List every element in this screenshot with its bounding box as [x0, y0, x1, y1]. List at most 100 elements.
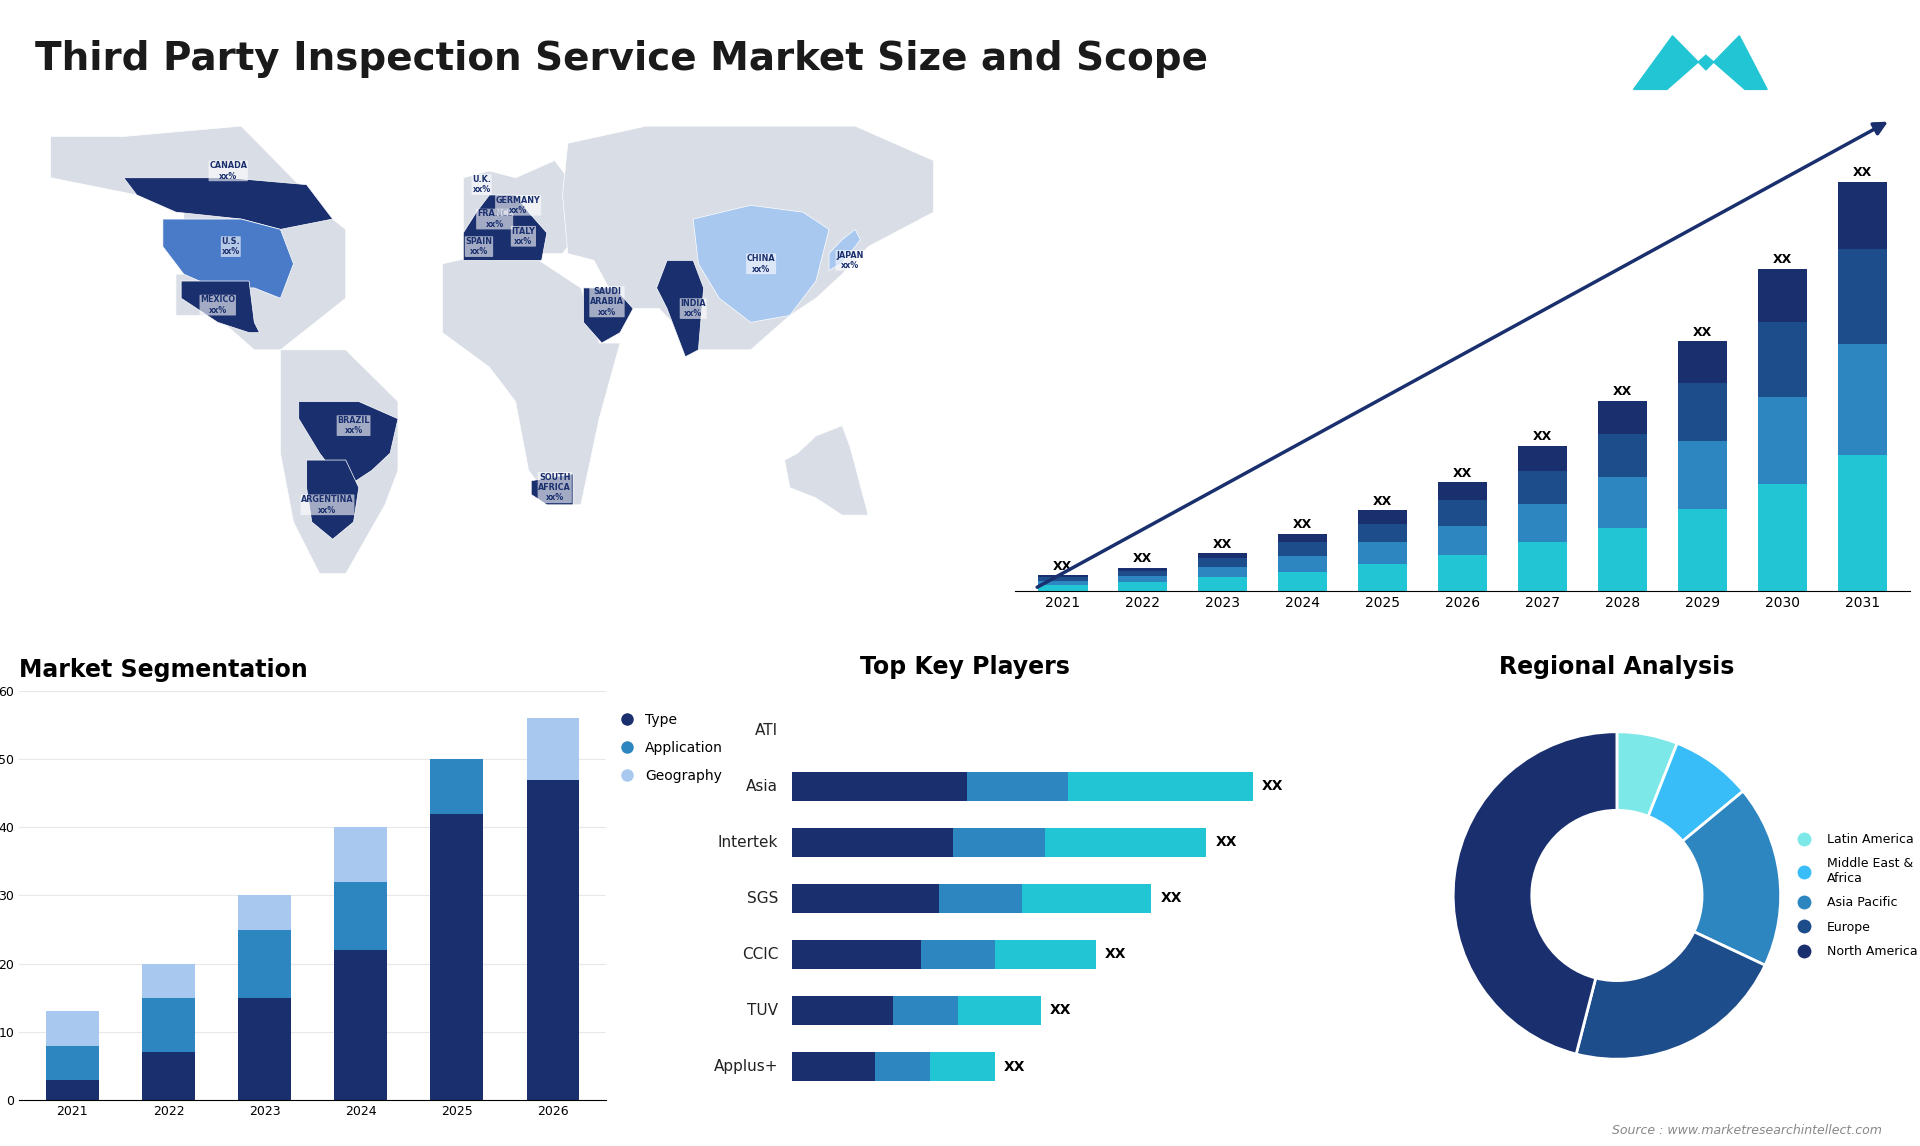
Bar — [142, 1052, 196, 1100]
Bar — [1357, 510, 1407, 524]
Text: U.K.
xx%: U.K. xx% — [472, 175, 492, 195]
Bar — [1597, 528, 1647, 591]
Polygon shape — [123, 178, 332, 229]
Bar — [793, 1052, 876, 1081]
Text: Market Segmentation: Market Segmentation — [19, 658, 307, 682]
Polygon shape — [307, 460, 359, 540]
Bar — [1198, 554, 1248, 558]
Wedge shape — [1647, 744, 1743, 841]
Text: XX: XX — [1261, 779, 1283, 793]
Bar — [1678, 509, 1728, 591]
Polygon shape — [463, 195, 547, 260]
Bar — [1678, 441, 1728, 509]
Bar — [1517, 471, 1567, 504]
Bar — [876, 1052, 931, 1081]
Text: XX: XX — [1215, 835, 1236, 849]
Bar — [1279, 556, 1327, 572]
Bar — [1597, 401, 1647, 433]
Bar — [793, 884, 939, 913]
Text: BRAZIL
xx%: BRAZIL xx% — [338, 416, 371, 435]
Bar — [1757, 398, 1807, 485]
Bar — [46, 1080, 98, 1100]
Text: ITALY
xx%: ITALY xx% — [511, 227, 536, 246]
Bar — [954, 827, 1044, 857]
Wedge shape — [1453, 732, 1617, 1054]
Bar — [1044, 827, 1206, 857]
Polygon shape — [300, 401, 397, 487]
Bar — [922, 940, 995, 970]
Bar — [1021, 884, 1152, 913]
Text: Intertek: Intertek — [718, 834, 778, 849]
Bar — [1438, 501, 1488, 526]
Bar — [893, 996, 958, 1025]
Bar — [939, 884, 1021, 913]
Bar — [526, 779, 580, 1100]
Text: XX: XX — [1853, 166, 1872, 179]
Bar — [142, 998, 196, 1052]
Bar — [793, 940, 922, 970]
Text: CHINA
xx%: CHINA xx% — [747, 254, 776, 274]
Bar — [1117, 571, 1167, 576]
Text: Asia: Asia — [747, 778, 778, 794]
Text: MARKET
RESEARCH
INTELLECT: MARKET RESEARCH INTELLECT — [1784, 40, 1837, 70]
Text: GERMANY
xx%: GERMANY xx% — [495, 196, 541, 215]
Polygon shape — [657, 260, 703, 356]
Bar — [1757, 485, 1807, 591]
Text: XX: XX — [1693, 327, 1713, 339]
Polygon shape — [442, 253, 620, 504]
Text: XX: XX — [1453, 466, 1473, 479]
Bar — [1757, 269, 1807, 322]
Text: JAPAN
xx%: JAPAN xx% — [837, 251, 864, 270]
Bar — [334, 950, 388, 1100]
Bar — [1198, 558, 1248, 566]
Bar — [1757, 322, 1807, 398]
Bar — [1117, 567, 1167, 571]
Bar — [1517, 504, 1567, 542]
Text: ARGENTINA
xx%: ARGENTINA xx% — [301, 495, 353, 515]
Polygon shape — [463, 160, 593, 260]
Bar — [1438, 482, 1488, 501]
Text: XX: XX — [1292, 518, 1311, 532]
Text: CCIC: CCIC — [741, 947, 778, 961]
Bar — [1597, 433, 1647, 477]
Text: SOUTH
AFRICA
xx%: SOUTH AFRICA xx% — [538, 472, 570, 502]
Bar — [430, 759, 484, 814]
Bar — [1438, 526, 1488, 555]
Bar — [968, 771, 1068, 801]
Text: SPAIN
xx%: SPAIN xx% — [465, 237, 492, 257]
Bar — [1678, 342, 1728, 383]
Text: XX: XX — [1613, 385, 1632, 398]
Polygon shape — [163, 219, 294, 298]
Text: TUV: TUV — [747, 1003, 778, 1018]
Polygon shape — [584, 288, 634, 343]
Polygon shape — [50, 126, 346, 350]
Text: MEXICO
xx%: MEXICO xx% — [200, 296, 236, 315]
Bar — [1837, 182, 1887, 250]
Bar — [46, 1045, 98, 1080]
Bar — [46, 1012, 98, 1045]
Bar — [1517, 446, 1567, 471]
Bar — [238, 998, 292, 1100]
Bar — [1117, 582, 1167, 591]
Bar — [142, 964, 196, 998]
Bar — [1357, 564, 1407, 591]
Bar — [1068, 771, 1252, 801]
Text: XX: XX — [1373, 495, 1392, 508]
Bar — [1837, 344, 1887, 455]
Text: FRANCE
xx%: FRANCE xx% — [476, 210, 513, 229]
Bar — [1517, 542, 1567, 591]
Bar — [995, 940, 1096, 970]
Text: XX: XX — [1213, 537, 1233, 551]
Bar — [1039, 578, 1087, 581]
Text: Third Party Inspection Service Market Size and Scope: Third Party Inspection Service Market Si… — [35, 40, 1208, 78]
Text: SGS: SGS — [747, 890, 778, 905]
Polygon shape — [785, 425, 868, 516]
Text: XX: XX — [1532, 430, 1551, 444]
Polygon shape — [829, 229, 860, 270]
Bar — [526, 719, 580, 779]
Bar — [1279, 534, 1327, 542]
Bar — [1678, 383, 1728, 441]
Text: XX: XX — [1106, 948, 1127, 961]
Bar — [1198, 578, 1248, 591]
Bar — [1039, 586, 1087, 591]
